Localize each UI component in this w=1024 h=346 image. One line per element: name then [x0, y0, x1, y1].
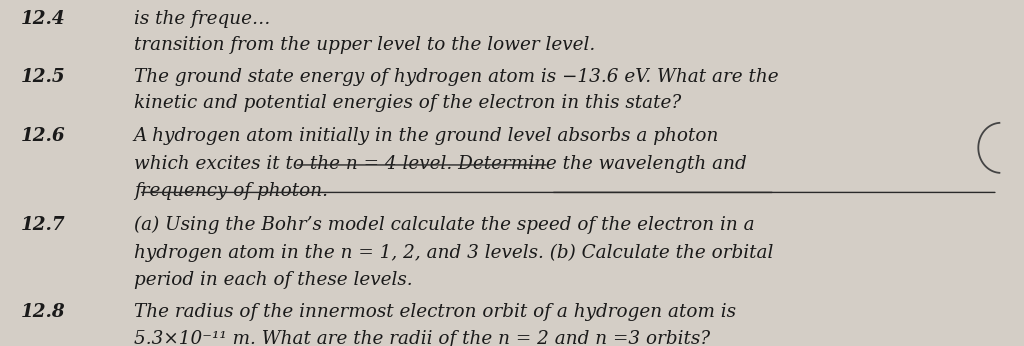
Text: A hydrogen atom initially in the ground level absorbs a photon: A hydrogen atom initially in the ground …	[134, 127, 719, 145]
Text: 5.3×10⁻¹¹ m. What are the radii of the n = 2 and n =3 orbits?: 5.3×10⁻¹¹ m. What are the radii of the n…	[134, 330, 710, 346]
Text: frequency of photon.: frequency of photon.	[134, 182, 328, 200]
Text: period in each of these levels.: period in each of these levels.	[134, 271, 413, 289]
Text: 12.4: 12.4	[22, 10, 66, 28]
Text: is the freque…: is the freque…	[134, 10, 270, 28]
Text: transition from the upper level to the lower level.: transition from the upper level to the l…	[134, 36, 595, 54]
Text: (a) Using the Bohr’s model calculate the speed of the electron in a: (a) Using the Bohr’s model calculate the…	[134, 216, 755, 234]
Text: 12.8: 12.8	[22, 303, 66, 321]
Text: kinetic and potential energies of the electron in this state?: kinetic and potential energies of the el…	[134, 94, 681, 112]
Text: 12.7: 12.7	[22, 216, 66, 234]
Text: 12.6: 12.6	[22, 127, 66, 145]
Text: which excites it to the n = 4 level. Determine the wavelength and: which excites it to the n = 4 level. Det…	[134, 155, 746, 173]
Text: 12.5: 12.5	[22, 68, 66, 86]
Text: The radius of the innermost electron orbit of a hydrogen atom is: The radius of the innermost electron orb…	[134, 303, 735, 321]
Text: The ground state energy of hydrogen atom is −13.6 eV. What are the: The ground state energy of hydrogen atom…	[134, 68, 778, 86]
Text: hydrogen atom in the n = 1, 2, and 3 levels. (b) Calculate the orbital: hydrogen atom in the n = 1, 2, and 3 lev…	[134, 243, 773, 262]
